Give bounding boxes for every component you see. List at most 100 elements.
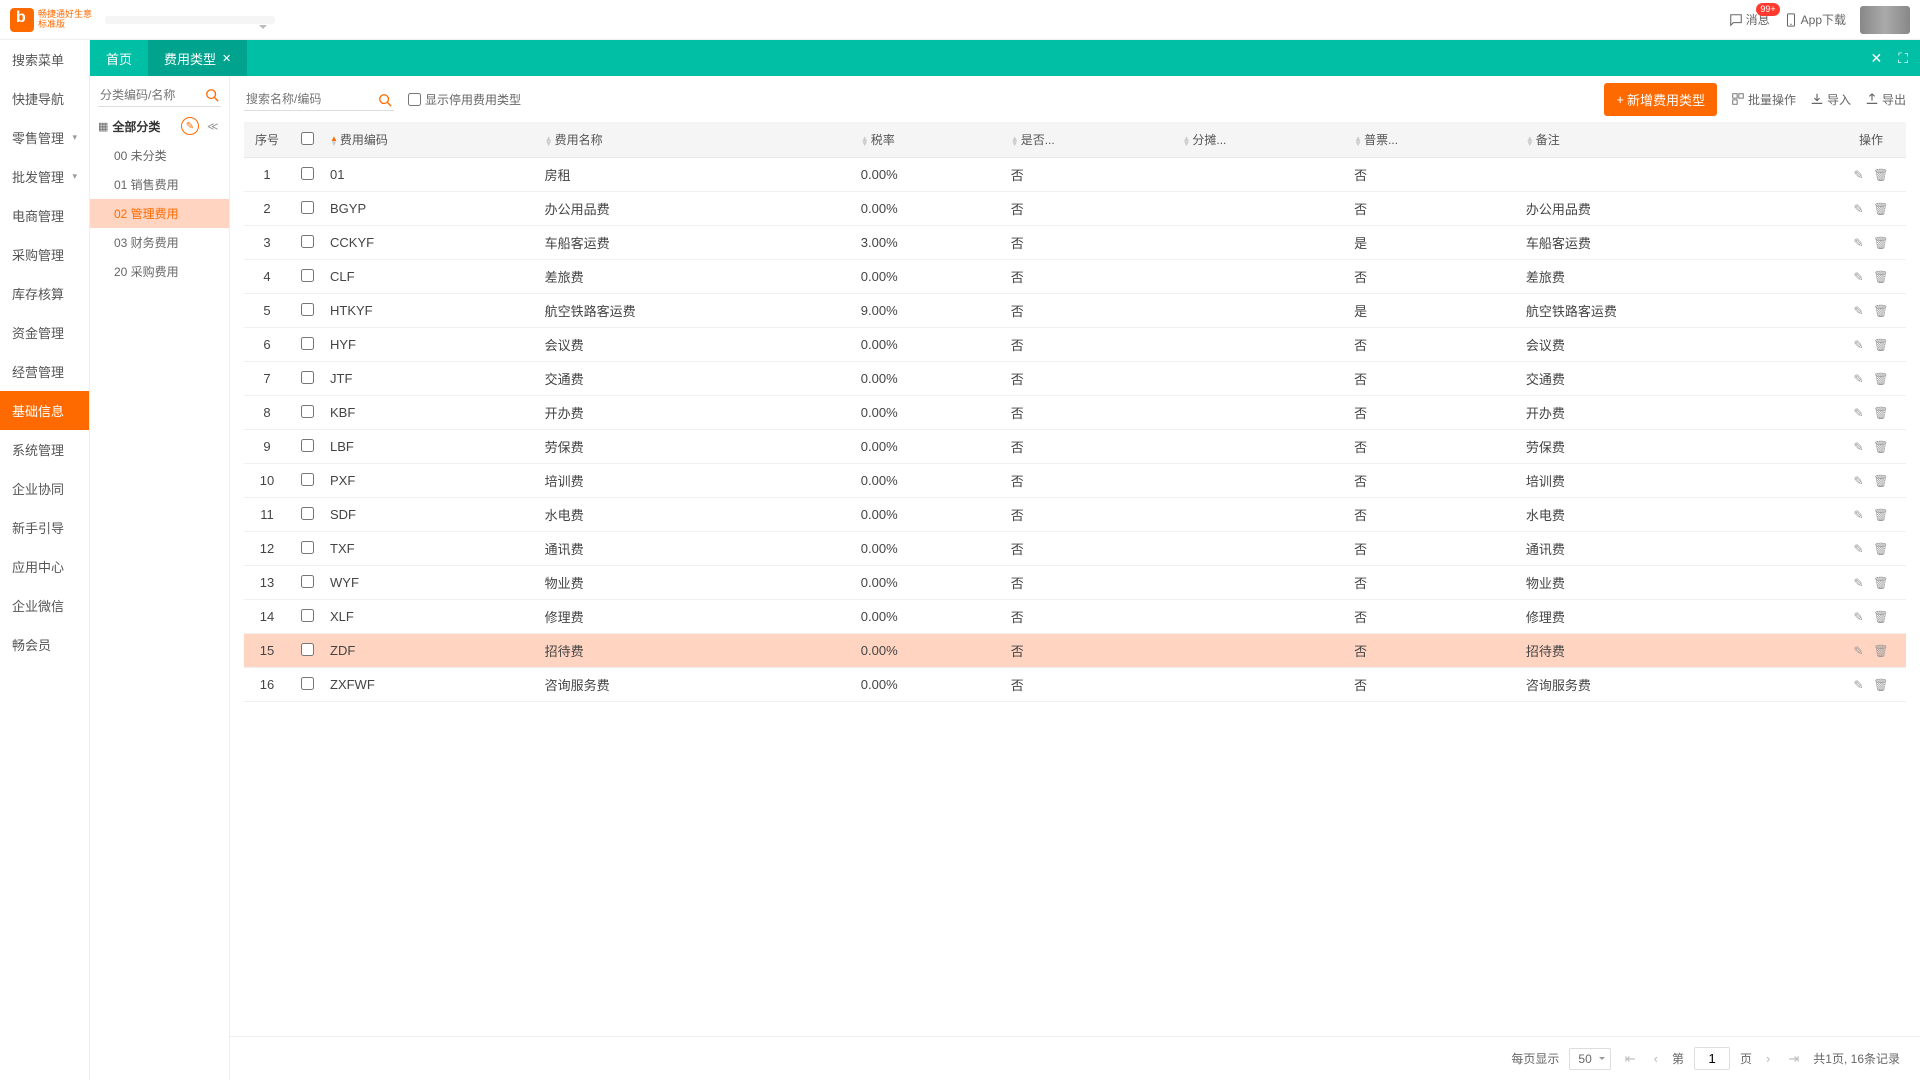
prev-page-button[interactable]: ‹ (1650, 1049, 1662, 1068)
edit-category-icon[interactable]: ✎ (181, 117, 199, 135)
column-header[interactable]: ▲▼费用名称 (539, 122, 855, 158)
sidebar-item[interactable]: 应用中心 (0, 547, 89, 586)
first-page-button[interactable]: ⇤ (1621, 1049, 1640, 1069)
batch-operations-button[interactable]: 批量操作 (1731, 91, 1796, 108)
delete-icon[interactable]: 🗑 (1873, 236, 1888, 250)
column-header[interactable]: 序号 (244, 122, 290, 158)
sidebar-item[interactable]: 企业协同 (0, 469, 89, 508)
category-item[interactable]: 00 未分类 (90, 141, 229, 170)
row-checkbox[interactable] (301, 235, 314, 248)
edit-icon[interactable]: ✎ (1854, 270, 1864, 284)
edit-icon[interactable]: ✎ (1854, 338, 1864, 352)
edit-icon[interactable]: ✎ (1854, 304, 1864, 318)
table-row[interactable]: 12 TXF 通讯费 0.00% 否 否 通讯费 ✎ 🗑 (244, 532, 1906, 566)
edit-icon[interactable]: ✎ (1854, 372, 1864, 386)
edit-icon[interactable]: ✎ (1854, 168, 1864, 182)
delete-icon[interactable]: 🗑 (1873, 338, 1888, 352)
sidebar-item[interactable]: 电商管理 (0, 196, 89, 235)
show-disabled-checkbox-input[interactable] (408, 93, 421, 106)
delete-icon[interactable]: 🗑 (1873, 610, 1888, 624)
column-header[interactable]: ▲▼费用编码 (324, 122, 539, 158)
delete-icon[interactable]: 🗑 (1873, 576, 1888, 590)
edit-icon[interactable]: ✎ (1854, 236, 1864, 250)
delete-icon[interactable]: 🗑 (1873, 508, 1888, 522)
edit-icon[interactable]: ✎ (1854, 508, 1864, 522)
table-row[interactable]: 14 XLF 修理费 0.00% 否 否 修理费 ✎ 🗑 (244, 600, 1906, 634)
table-row[interactable]: 10 PXF 培训费 0.00% 否 否 培训费 ✎ 🗑 (244, 464, 1906, 498)
search-icon[interactable] (205, 88, 219, 105)
delete-icon[interactable]: 🗑 (1873, 406, 1888, 420)
edit-icon[interactable]: ✎ (1854, 678, 1864, 692)
delete-icon[interactable]: 🗑 (1873, 678, 1888, 692)
sidebar-item[interactable]: 搜索菜单 (0, 40, 89, 79)
sidebar-item[interactable]: 畅会员 (0, 625, 89, 664)
delete-icon[interactable]: 🗑 (1873, 168, 1888, 182)
row-checkbox[interactable] (301, 201, 314, 214)
collapse-sidebar-icon[interactable]: ≪ (207, 120, 221, 133)
table-row[interactable]: 6 HYF 会议费 0.00% 否 否 会议费 ✎ 🗑 (244, 328, 1906, 362)
app-download-button[interactable]: App下载 (1784, 11, 1846, 28)
row-checkbox[interactable] (301, 677, 314, 690)
category-search-input[interactable] (98, 84, 221, 107)
table-row[interactable]: 16 ZXFWF 咨询服务费 0.00% 否 否 咨询服务费 ✎ 🗑 (244, 668, 1906, 702)
edit-icon[interactable]: ✎ (1854, 644, 1864, 658)
tab-close-icon[interactable]: ✕ (222, 52, 231, 65)
user-avatar[interactable] (1860, 6, 1910, 34)
delete-icon[interactable]: 🗑 (1873, 304, 1888, 318)
table-row[interactable]: 13 WYF 物业费 0.00% 否 否 物业费 ✎ 🗑 (244, 566, 1906, 600)
sidebar-item[interactable]: 库存核算 (0, 274, 89, 313)
sidebar-item[interactable]: 零售管理▾ (0, 118, 89, 157)
show-disabled-checkbox[interactable]: 显示停用费用类型 (408, 91, 521, 108)
table-row[interactable]: 3 CCKYF 车船客运费 3.00% 否 是 车船客运费 ✎ 🗑 (244, 226, 1906, 260)
export-button[interactable]: 导出 (1865, 91, 1906, 108)
page-size-selector[interactable]: 50 (1569, 1048, 1610, 1070)
edit-icon[interactable]: ✎ (1854, 440, 1864, 454)
delete-icon[interactable]: 🗑 (1873, 202, 1888, 216)
table-row[interactable]: 15 ZDF 招待费 0.00% 否 否 招待费 ✎ 🗑 (244, 634, 1906, 668)
select-all-checkbox[interactable] (301, 132, 314, 145)
close-all-tabs-icon[interactable]: ✕ (1866, 46, 1886, 71)
row-checkbox[interactable] (301, 269, 314, 282)
row-checkbox[interactable] (301, 337, 314, 350)
row-checkbox[interactable] (301, 405, 314, 418)
sidebar-item[interactable]: 基础信息 (0, 391, 89, 430)
row-checkbox[interactable] (301, 643, 314, 656)
sidebar-item[interactable]: 采购管理 (0, 235, 89, 274)
fullscreen-icon[interactable]: ⛶ (1894, 46, 1912, 71)
table-row[interactable]: 4 CLF 差旅费 0.00% 否 否 差旅费 ✎ 🗑 (244, 260, 1906, 294)
edit-icon[interactable]: ✎ (1854, 576, 1864, 590)
table-row[interactable]: 8 KBF 开办费 0.00% 否 否 开办费 ✎ 🗑 (244, 396, 1906, 430)
row-checkbox[interactable] (301, 439, 314, 452)
row-checkbox[interactable] (301, 541, 314, 554)
column-header[interactable]: ▲▼普票... (1348, 122, 1520, 158)
sidebar-item[interactable]: 资金管理 (0, 313, 89, 352)
delete-icon[interactable]: 🗑 (1873, 440, 1888, 454)
table-row[interactable]: 9 LBF 劳保费 0.00% 否 否 劳保费 ✎ 🗑 (244, 430, 1906, 464)
table-search-input[interactable] (244, 88, 394, 111)
page-number-input[interactable] (1694, 1047, 1730, 1070)
tab[interactable]: 费用类型✕ (148, 40, 247, 76)
category-item[interactable]: 02 管理费用 (90, 199, 229, 228)
sidebar-item[interactable]: 批发管理▾ (0, 157, 89, 196)
row-checkbox[interactable] (301, 575, 314, 588)
messages-button[interactable]: 消息 99+ (1729, 11, 1770, 28)
edit-icon[interactable]: ✎ (1854, 542, 1864, 556)
table-row[interactable]: 1 01 房租 0.00% 否 否 ✎ 🗑 (244, 158, 1906, 192)
column-header[interactable]: ▲▼税率 (855, 122, 1005, 158)
table-row[interactable]: 5 HTKYF 航空铁路客运费 9.00% 否 是 航空铁路客运费 ✎ 🗑 (244, 294, 1906, 328)
category-all[interactable]: ▦ 全部分类 ✎ ≪ (90, 111, 229, 141)
table-row[interactable]: 7 JTF 交通费 0.00% 否 否 交通费 ✎ 🗑 (244, 362, 1906, 396)
row-checkbox[interactable] (301, 371, 314, 384)
edit-icon[interactable]: ✎ (1854, 474, 1864, 488)
sidebar-item[interactable]: 新手引导 (0, 508, 89, 547)
search-icon[interactable] (378, 93, 392, 110)
table-row[interactable]: 11 SDF 水电费 0.00% 否 否 水电费 ✎ 🗑 (244, 498, 1906, 532)
delete-icon[interactable]: 🗑 (1873, 372, 1888, 386)
edit-icon[interactable]: ✎ (1854, 406, 1864, 420)
column-header[interactable]: 操作 (1836, 122, 1906, 158)
row-checkbox[interactable] (301, 167, 314, 180)
category-item[interactable]: 03 财务费用 (90, 228, 229, 257)
import-button[interactable]: 导入 (1810, 91, 1851, 108)
table-row[interactable]: 2 BGYP 办公用品费 0.00% 否 否 办公用品费 ✎ 🗑 (244, 192, 1906, 226)
delete-icon[interactable]: 🗑 (1873, 270, 1888, 284)
